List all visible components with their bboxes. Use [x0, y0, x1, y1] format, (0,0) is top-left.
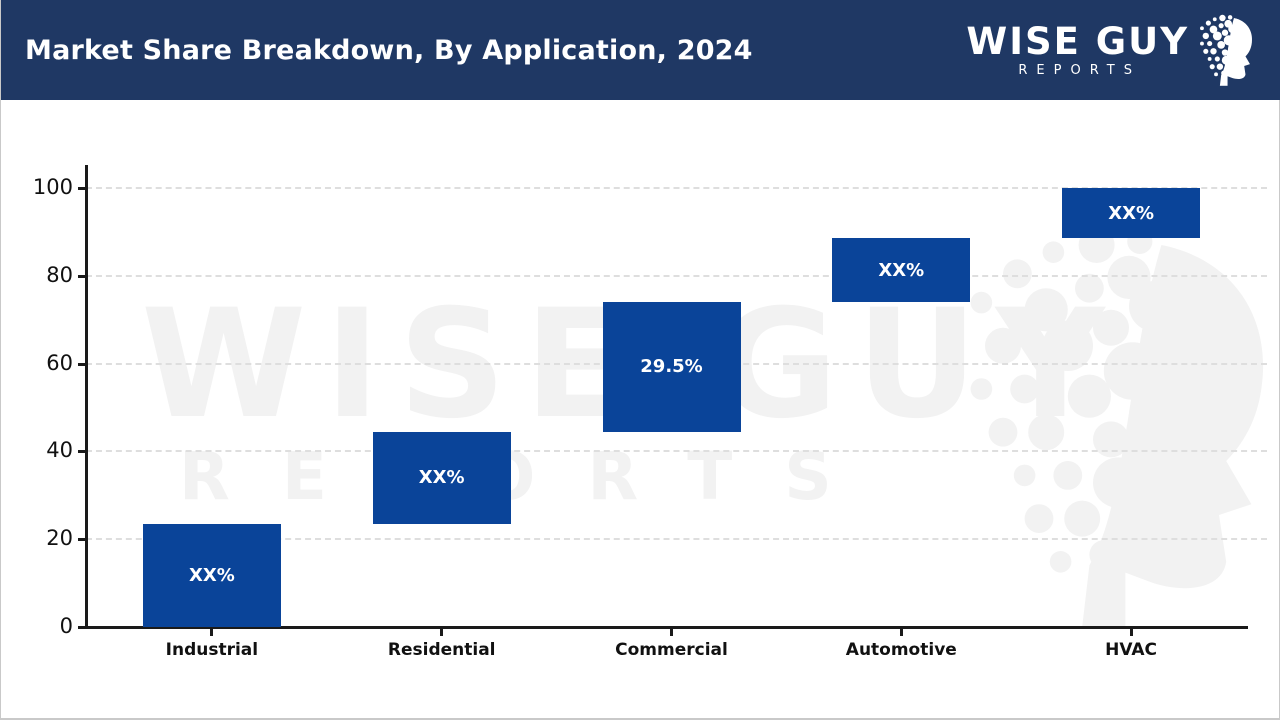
page-title: Market Share Breakdown, By Application, …: [25, 34, 753, 66]
x-axis-category-label: Residential: [387, 640, 496, 660]
y-axis-tick-mark: [78, 187, 86, 190]
bar-value-label: XX%: [1108, 202, 1154, 224]
y-axis-tick-label: 100: [32, 175, 73, 199]
gridline-y20: [86, 538, 1267, 541]
bar-automotive: XX%: [832, 238, 971, 303]
bar-hvac: XX%: [1062, 188, 1201, 239]
x-axis-tick-mark: [899, 628, 903, 636]
gridline-y40: [86, 450, 1267, 453]
x-axis-line: [85, 626, 1248, 629]
y-axis-tick-mark: [78, 626, 86, 629]
bar-commercial: 29.5%: [602, 302, 741, 432]
brand-logo-text: WISE GUY REPORTS: [966, 23, 1189, 77]
x-axis-tick-mark: [1129, 628, 1133, 636]
x-axis-tick-mark: [440, 628, 444, 636]
y-axis-tick-mark: [78, 538, 86, 542]
dotted-head-profile-icon: [1193, 11, 1257, 89]
y-axis-tick-label: 40: [46, 438, 73, 463]
y-axis-tick-label: 20: [46, 526, 73, 551]
brand-subtitle: REPORTS: [1018, 63, 1141, 78]
bar-value-label: XX%: [418, 467, 465, 489]
y-axis-tick-label: 80: [46, 262, 73, 287]
bar-industrial: XX%: [142, 523, 281, 627]
brand-name: WISE GUY: [966, 20, 1189, 63]
bar-residential: XX%: [372, 431, 511, 524]
x-axis-tick-mark: [670, 628, 673, 636]
x-axis-category-label: Industrial: [165, 640, 259, 660]
x-axis-category-label: HVAC: [1105, 640, 1158, 660]
brand-logo: WISE GUY REPORTS: [966, 11, 1257, 89]
x-axis-category-label: Commercial: [615, 640, 728, 660]
x-axis-category-label: Automotive: [845, 640, 957, 660]
gridline-y100: [86, 187, 1267, 189]
y-axis-tick-mark: [78, 450, 86, 454]
y-axis-tick-label: 0: [59, 614, 73, 638]
bar-value-label: XX%: [878, 259, 925, 281]
y-axis-tick-label: 60: [46, 350, 73, 375]
x-axis-tick-mark: [210, 628, 214, 636]
watermark-head-icon: [931, 215, 1280, 635]
bar-value-label: 29.5%: [640, 356, 703, 378]
bar-value-label: XX%: [188, 564, 235, 586]
y-axis-line: [85, 165, 88, 629]
y-axis-tick-mark: [78, 274, 86, 278]
header-bar: Market Share Breakdown, By Application, …: [1, 0, 1280, 100]
gridline-y80: [86, 274, 1267, 277]
y-axis-tick-mark: [78, 362, 86, 366]
